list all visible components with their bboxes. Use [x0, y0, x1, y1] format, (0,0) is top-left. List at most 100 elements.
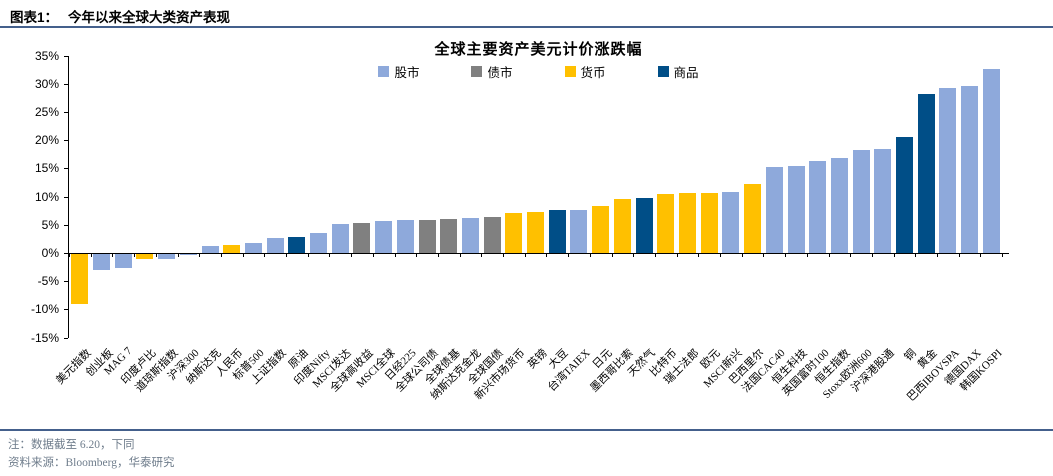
x-tick [893, 253, 895, 257]
bar-全球公司债 [418, 219, 436, 253]
x-tick [676, 253, 678, 257]
y-tick-label: 0% [41, 246, 59, 260]
legend-swatch [657, 66, 669, 77]
x-tick [654, 253, 656, 257]
bar-黄金 [917, 94, 935, 253]
figure-label: 图表1： [10, 10, 59, 25]
y-tick-label: 20% [34, 133, 59, 148]
bar-瑞士法郎 [679, 193, 696, 253]
y-tick [64, 112, 68, 113]
x-tick [134, 253, 136, 257]
x-tick [112, 253, 114, 257]
x-tick [329, 253, 331, 257]
y-tick [64, 140, 68, 142]
y-tick [64, 196, 68, 198]
x-axis-line [68, 253, 1010, 254]
legend-label: 股市 [394, 66, 420, 80]
legend-item-货币: 货币 [564, 62, 606, 81]
x-tick [633, 253, 635, 257]
legend-item-债市: 债市 [471, 62, 513, 81]
x-tick [785, 253, 787, 257]
chart-title: 全球主要资产美元计价涨跌幅 [434, 42, 643, 58]
x-tick [568, 253, 570, 257]
x-tick [763, 253, 765, 257]
x-tick [958, 253, 960, 257]
x-tick [394, 253, 396, 257]
x-tick [720, 253, 721, 257]
x-tick [220, 253, 222, 257]
x-tick [741, 253, 743, 257]
bar-MAG 7 [114, 254, 132, 269]
bar-MSCI全球 [375, 220, 393, 253]
bar-日元 [592, 205, 610, 253]
chart-legend: 股市 债市 货币 商品 [68, 62, 1009, 81]
bar-人民币 [223, 244, 241, 253]
x-tick [1002, 253, 1004, 257]
x-tick [481, 253, 483, 257]
x-tick [698, 253, 700, 257]
bar-标普500 [244, 242, 262, 253]
y-tick-label: 10% [34, 189, 59, 204]
bar-天然气 [635, 197, 653, 253]
x-tick [828, 253, 830, 257]
bar-法国CAC40 [765, 167, 783, 253]
y-tick [64, 168, 68, 170]
bar-巴西IBOVSPA [939, 87, 957, 253]
bar-大豆 [548, 210, 566, 253]
bar-印度Nifty [310, 233, 328, 253]
x-tick [90, 253, 92, 257]
chart-note: 注：数据截至 6.20，下同 [8, 439, 135, 451]
x-tick [307, 253, 309, 257]
bar-韩国KOSPI [982, 68, 1000, 253]
bar-全球高收益 [353, 223, 371, 253]
x-tick [850, 253, 852, 257]
bar-台湾TAIEX [570, 209, 588, 253]
y-tick-label: -5% [37, 274, 59, 289]
bar-墨西哥比索 [613, 198, 631, 253]
x-tick [264, 253, 266, 257]
figure-header: 图表1： 今年以来全球大类资产表现 [10, 6, 230, 26]
x-tick [459, 253, 461, 257]
x-tick [589, 253, 591, 257]
y-tick-label: 30% [34, 76, 59, 91]
legend-item-股市: 股市 [378, 62, 419, 81]
bar-巴西里尔 [744, 184, 761, 253]
bar-全球债基 [440, 219, 458, 253]
y-tick-label: 25% [34, 105, 59, 119]
x-tick [980, 253, 982, 257]
bar-纳斯达克 [201, 246, 219, 253]
y-tick [64, 309, 68, 311]
legend-label: 货币 [580, 66, 606, 80]
x-tick [437, 253, 439, 257]
x-tick [199, 253, 201, 257]
bar-英镑 [527, 212, 545, 253]
y-axis-line [68, 55, 69, 338]
bar-Stoxx欧洲600 [852, 150, 870, 253]
y-tick-label: -15% [30, 330, 59, 345]
bar-德国DAX [961, 85, 978, 253]
bar-沪深港股通 [874, 149, 892, 253]
x-tick [351, 253, 353, 257]
x-tick [286, 253, 287, 257]
legend-swatch [564, 66, 576, 77]
legend-swatch [471, 66, 483, 77]
bar-原油 [288, 236, 306, 253]
y-tick [64, 55, 68, 57]
bar-纳斯达克金龙 [461, 217, 479, 253]
bar-创业板 [93, 254, 110, 270]
bar-恒生指数 [830, 157, 848, 253]
x-tick [177, 253, 179, 257]
bar-上证指数 [266, 238, 284, 253]
bar-MSCI发达 [331, 224, 349, 253]
x-tick [242, 253, 244, 257]
x-tick [937, 253, 938, 257]
legend-item-商品: 商品 [657, 62, 699, 81]
bar-美元指数 [71, 254, 89, 305]
legend-swatch [378, 66, 390, 77]
y-tick [64, 224, 68, 226]
y-tick-label: 5% [41, 217, 59, 232]
bar-比特币 [657, 193, 675, 253]
bar-新兴市场货币 [505, 213, 523, 253]
y-tick [64, 337, 68, 339]
legend-label: 债市 [487, 66, 513, 80]
